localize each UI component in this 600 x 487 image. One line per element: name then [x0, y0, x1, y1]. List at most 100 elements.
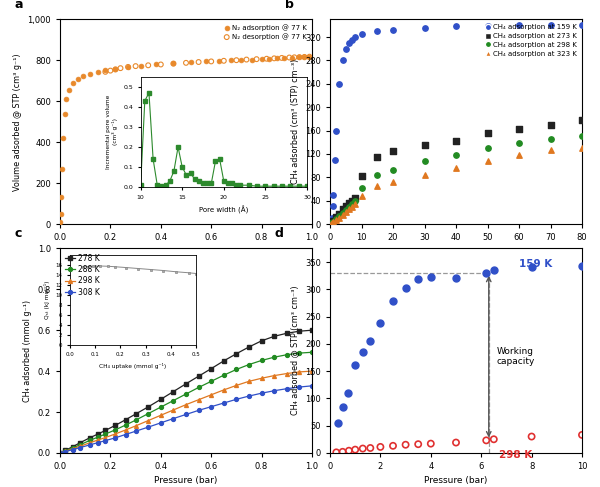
Point: [376, 319, 385, 327]
CH₄ adsorption at 298 K: [328, 218, 338, 225]
CH₄ adsorption at 159 K: [328, 203, 337, 210]
CH₄ adsorption at 159 K: [546, 21, 556, 29]
Point: [577, 262, 587, 270]
278 K: [308, 327, 316, 333]
N₂ adsorption @ 77 K: [247, 56, 256, 63]
N₂ adsorption @ 77 K: [280, 54, 289, 62]
N₂ adsorption @ 77 K: [68, 79, 77, 87]
Y-axis label: CH₄ adsorbed (cm³ (STP) cm⁻³): CH₄ adsorbed (cm³ (STP) cm⁻³): [290, 59, 299, 185]
278 K: [102, 428, 109, 433]
298 K: [195, 397, 202, 403]
N₂ adsorption @ 77 K: [214, 57, 224, 65]
CH₄ adsorption at 273 K: [546, 121, 556, 129]
298 K: [220, 387, 227, 393]
N₂ adsorption @ 77 K: [55, 218, 65, 225]
CH₄ adsorption at 298 K: [356, 184, 366, 192]
Point: [338, 403, 347, 411]
N₂ adsorption @ 77 K: [78, 73, 88, 80]
N₂ desorption @ 77 K: [156, 60, 166, 68]
CH₄ adsorption at 273 K: [328, 217, 338, 225]
Text: 298 K: 298 K: [499, 450, 532, 460]
288 K: [122, 422, 129, 428]
Point: [527, 263, 536, 271]
CH₄ adsorption at 298 K: [335, 212, 344, 220]
Point: [344, 447, 354, 455]
298 K: [61, 449, 68, 454]
CH₄ adsorption at 273 K: [373, 153, 382, 161]
288 K: [56, 450, 64, 456]
N₂ desorption @ 77 K: [305, 53, 314, 60]
308 K: [132, 428, 139, 434]
Point: [332, 449, 341, 456]
CH₄ adsorption at 298 K: [341, 206, 350, 214]
308 K: [157, 420, 164, 426]
308 K: [271, 388, 278, 393]
298 K: [245, 378, 253, 384]
308 K: [170, 415, 177, 421]
N₂ adsorption @ 77 K: [136, 61, 145, 69]
N₂ desorption @ 77 K: [106, 67, 115, 75]
278 K: [77, 440, 84, 446]
308 K: [233, 396, 240, 402]
N₂ desorption @ 77 K: [269, 55, 279, 62]
CH₄ adsorption at 323 K: [332, 216, 341, 224]
N₂ adsorption @ 77 K: [169, 59, 178, 67]
Text: d: d: [275, 227, 283, 240]
CH₄ adsorption at 298 K: [577, 132, 587, 140]
308 K: [77, 445, 84, 450]
298 K: [102, 434, 109, 440]
278 K: [220, 358, 227, 364]
298 K: [208, 392, 215, 398]
N₂ adsorption @ 77 K: [58, 134, 68, 142]
Point: [350, 446, 360, 453]
Point: [358, 348, 368, 356]
CH₄ adsorption at 273 K: [327, 219, 337, 227]
CH₄ adsorption at 159 K: [388, 26, 398, 34]
Point: [388, 442, 398, 450]
CH₄ adsorption at 159 K: [356, 30, 366, 38]
N₂ adsorption @ 77 K: [85, 70, 95, 77]
288 K: [112, 427, 119, 433]
308 K: [102, 438, 109, 444]
288 K: [308, 349, 316, 355]
288 K: [132, 417, 139, 423]
278 K: [112, 422, 119, 428]
N₂ desorption @ 77 K: [181, 59, 191, 67]
288 K: [271, 354, 278, 360]
X-axis label: Pressure (bar): Pressure (bar): [154, 476, 218, 486]
CH₄ adsorption at 323 K: [326, 220, 336, 227]
CH₄ adsorption at 273 K: [335, 209, 344, 217]
N₂ adsorption @ 77 K: [299, 53, 309, 61]
CH₄ adsorption at 323 K: [341, 208, 350, 216]
N₂ desorption @ 77 K: [252, 55, 262, 63]
Point: [481, 269, 491, 277]
298 K: [69, 446, 76, 452]
Point: [413, 276, 423, 283]
CH₄ adsorption at 323 K: [347, 203, 357, 211]
N₂ desorption @ 77 K: [284, 54, 294, 61]
CH₄ adsorption at 159 K: [326, 217, 336, 225]
Point: [388, 298, 398, 305]
Point: [333, 419, 343, 427]
CH₄ adsorption at 298 K: [350, 197, 360, 205]
N₂ adsorption @ 77 K: [93, 68, 103, 75]
308 K: [296, 384, 303, 390]
278 K: [283, 330, 290, 336]
288 K: [296, 350, 303, 356]
CH₄ adsorption at 159 K: [514, 21, 524, 29]
278 K: [86, 434, 94, 440]
308 K: [283, 386, 290, 392]
CH₄ adsorption at 273 K: [344, 199, 354, 207]
N₂ adsorption @ 77 K: [227, 56, 236, 64]
CH₄ adsorption at 273 K: [356, 172, 366, 180]
308 K: [86, 442, 94, 448]
298 K: [77, 443, 84, 449]
N₂ adsorption @ 77 K: [56, 193, 66, 201]
298 K: [145, 418, 152, 424]
CH₄ adsorption at 273 K: [332, 213, 341, 221]
N₂ adsorption @ 77 K: [56, 210, 65, 218]
CH₄ adsorption at 159 K: [347, 36, 357, 44]
CH₄ adsorption at 159 K: [338, 56, 347, 64]
CH₄ adsorption at 298 K: [451, 151, 461, 159]
278 K: [157, 396, 164, 402]
